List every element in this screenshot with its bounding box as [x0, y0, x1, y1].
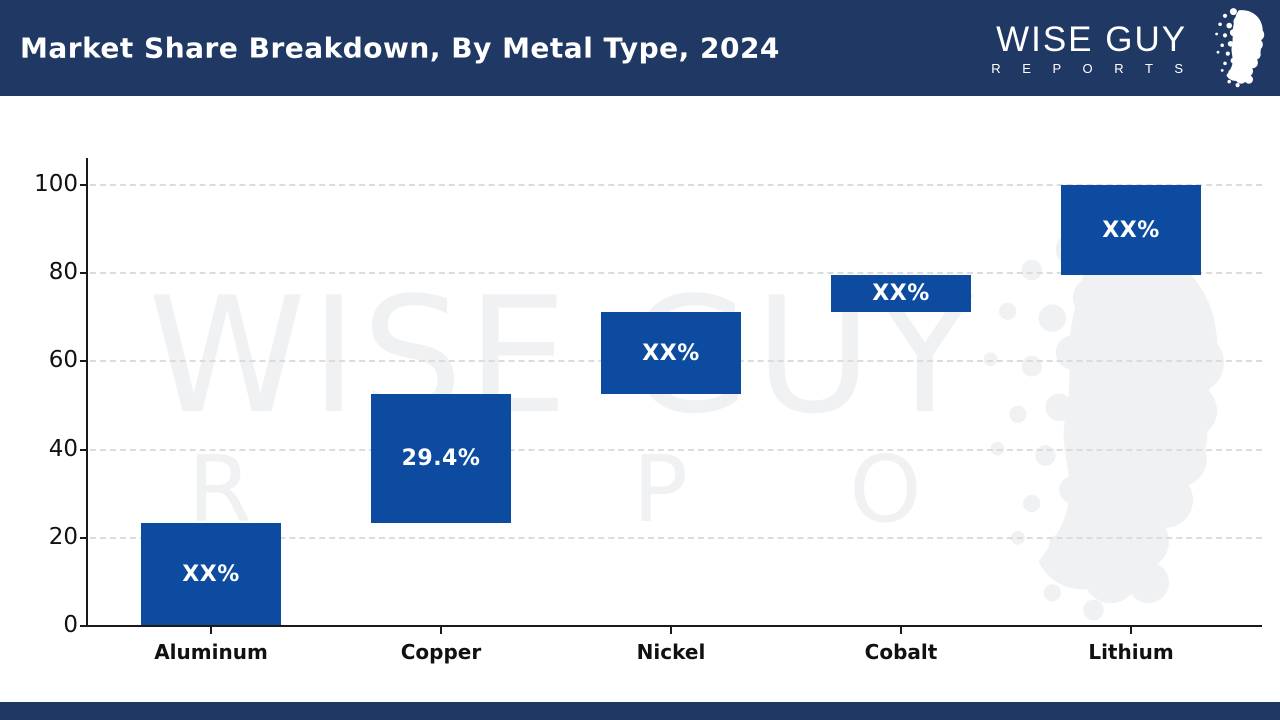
bar-cobalt: XX%: [831, 275, 971, 312]
y-tick-label: 100: [34, 171, 78, 197]
x-tick-mark: [900, 627, 902, 634]
y-tick-mark: [80, 272, 88, 274]
brand-subname: R E P O R T S: [991, 61, 1192, 76]
y-tick-label: 0: [63, 612, 78, 638]
gridline-y100: [90, 184, 1262, 186]
x-tick-mark: [210, 627, 212, 634]
gridline-y40: [90, 449, 1262, 451]
x-tick-mark: [440, 627, 442, 634]
chart-title: Market Share Breakdown, By Metal Type, 2…: [20, 31, 780, 65]
brand-face-icon: [1215, 8, 1265, 88]
x-category-label: Lithium: [1088, 640, 1174, 664]
y-tick-mark: [80, 360, 88, 362]
x-category-label: Nickel: [636, 640, 706, 664]
x-category-label: Cobalt: [864, 640, 938, 664]
bar-copper: 29.4%: [371, 394, 511, 523]
bar-nickel: XX%: [601, 312, 741, 394]
y-tick-mark: [80, 537, 88, 539]
brand-name: WISE GUY: [996, 20, 1188, 59]
x-tick-mark: [1130, 627, 1132, 634]
bar-value-label: XX%: [872, 281, 930, 306]
bar-aluminum: XX%: [141, 523, 281, 626]
bar-value-label: 29.4%: [401, 446, 481, 471]
header-bar: Market Share Breakdown, By Metal Type, 2…: [0, 0, 1280, 96]
y-tick-label: 20: [48, 524, 78, 550]
gridline-y20: [90, 537, 1262, 539]
y-tick-mark: [80, 449, 88, 451]
bar-lithium: XX%: [1061, 185, 1201, 275]
y-tick-mark: [80, 184, 88, 186]
bar-value-label: XX%: [182, 562, 240, 587]
x-category-label: Aluminum: [154, 640, 268, 664]
y-tick-label: 80: [48, 259, 78, 285]
y-tick-label: 60: [48, 347, 78, 373]
y-tick-mark: [80, 625, 88, 627]
footer-bar: [0, 702, 1280, 720]
brand-logo: WISE GUY R E P O R T S: [991, 4, 1268, 92]
x-category-label: Copper: [400, 640, 482, 664]
gridline-y80: [90, 272, 1262, 274]
bar-value-label: XX%: [1102, 217, 1160, 243]
x-axis-line: [86, 625, 1262, 627]
y-axis-line: [86, 158, 88, 627]
bar-value-label: XX%: [642, 340, 700, 366]
y-tick-label: 40: [48, 436, 78, 462]
x-tick-mark: [670, 627, 672, 634]
